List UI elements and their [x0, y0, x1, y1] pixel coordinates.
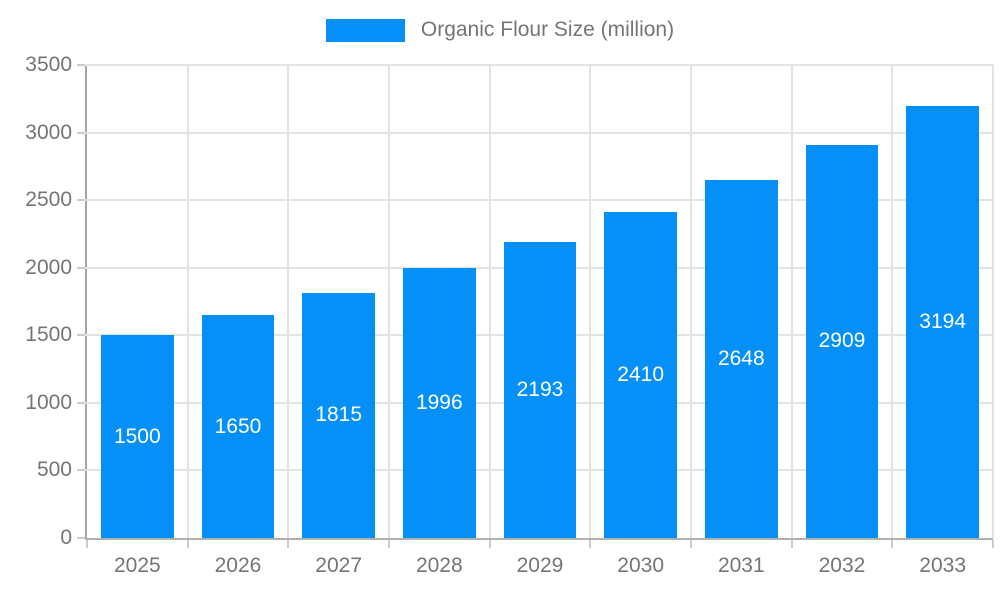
x-axis-tick	[287, 540, 290, 548]
y-axis-tick	[77, 401, 85, 404]
bar-2026[interactable]: 1650	[201, 315, 275, 538]
gridline-vertical	[287, 65, 290, 538]
y-axis-tick-label: 3000	[25, 120, 72, 144]
y-axis-tick	[77, 469, 85, 472]
x-axis-tick-label: 2030	[617, 554, 665, 577]
bar-2027[interactable]: 1815	[302, 292, 375, 538]
bar-2030[interactable]: 2410	[604, 212, 677, 538]
x-axis-tick-label: 2027	[315, 554, 363, 577]
x-axis-tick-label: 2026	[214, 554, 262, 577]
x-axis-tick	[891, 540, 894, 548]
y-axis-tick	[77, 266, 85, 269]
bar-value-label: 3194	[919, 310, 967, 334]
x-axis-tick-label: 2029	[516, 554, 564, 577]
plot-area: 0 500 1000 1500 2000 2500 3000 3500 1500 2025 1650…	[25, 53, 994, 577]
x-axis-tick	[589, 540, 592, 548]
x-axis-tick	[86, 540, 88, 548]
y-axis-tick	[77, 199, 85, 202]
gridline-horizontal	[79, 131, 993, 134]
y-axis-tick	[77, 64, 85, 66]
bar-value-label: 1650	[214, 414, 262, 438]
x-axis-tick-label: 2033	[919, 554, 967, 577]
y-axis-tick-label: 1000	[25, 390, 72, 414]
y-axis-tick-label: 0	[60, 526, 72, 549]
bar-2028[interactable]: 1996	[403, 268, 476, 538]
y-axis-tick	[77, 537, 85, 539]
bar-value-label: 2909	[818, 329, 866, 353]
bar-2025[interactable]: 1500	[101, 335, 174, 538]
y-axis-tick	[77, 334, 85, 337]
x-axis-tick	[992, 540, 994, 548]
x-axis-tick	[186, 540, 189, 548]
gridline-vertical	[589, 65, 592, 538]
y-axis-tick-label: 3500	[25, 53, 72, 76]
x-axis-tick-label: 2025	[113, 554, 161, 577]
y-axis-tick-label: 2500	[25, 188, 72, 212]
bar-value-label: 2410	[617, 363, 665, 387]
legend-swatch	[325, 18, 405, 42]
gridline-vertical	[186, 65, 189, 538]
x-axis-tick	[488, 540, 491, 548]
x-axis-tick	[387, 540, 390, 548]
gridline-horizontal	[79, 64, 993, 66]
bar-2033[interactable]: 3194	[906, 106, 979, 538]
legend[interactable]: Organic Flour Size (million)	[0, 18, 1000, 42]
gridline-vertical	[891, 65, 894, 538]
y-axis-tick-label: 2000	[25, 255, 72, 279]
gridline-vertical	[790, 65, 793, 538]
bar-value-label: 1815	[315, 403, 363, 427]
x-axis-tick	[689, 540, 692, 548]
y-axis-tick-label: 500	[36, 458, 72, 482]
bar-value-label: 2648	[717, 347, 765, 371]
y-axis-tick-label: 1500	[25, 323, 72, 347]
x-axis-tick-label: 2032	[818, 554, 866, 577]
legend-label: Organic Flour Size (million)	[420, 18, 675, 41]
gridline-vertical	[992, 65, 994, 538]
bar-value-label: 1500	[113, 424, 161, 448]
x-axis-tick-label: 2028	[415, 554, 463, 577]
gridline-vertical	[387, 65, 390, 538]
bar-2029[interactable]: 2193	[503, 241, 577, 538]
bar-value-label: 2193	[516, 377, 564, 401]
bar-2032[interactable]: 2909	[805, 144, 879, 538]
bar-2031[interactable]: 2648	[705, 180, 778, 538]
gridline-vertical	[689, 65, 692, 538]
x-axis-tick	[790, 540, 793, 548]
x-axis-tick-label: 2031	[717, 554, 765, 577]
y-axis-tick	[77, 131, 85, 134]
bar-value-label: 1996	[415, 391, 463, 415]
gridline-vertical	[488, 65, 491, 538]
